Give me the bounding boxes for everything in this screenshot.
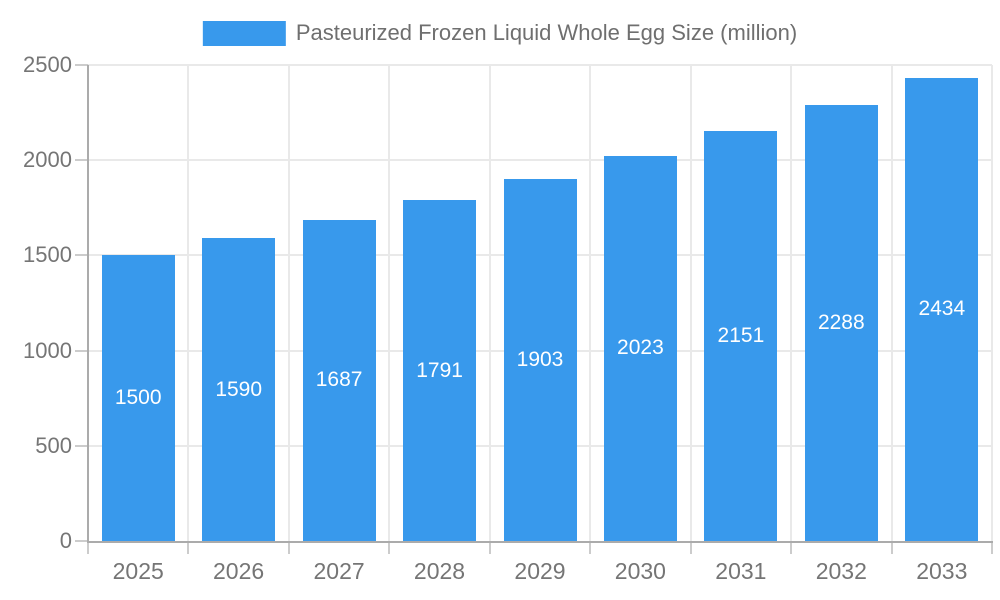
bar-2032[interactable] — [804, 105, 878, 541]
bar-2030[interactable] — [603, 155, 677, 541]
x-axis-line — [87, 541, 993, 543]
y-tick-1500 — [75, 254, 88, 257]
gridline-x-4 — [488, 65, 491, 541]
x-tick-label-2031: 2031 — [715, 558, 767, 584]
x-tick-4 — [488, 541, 491, 554]
y-tick-1000 — [75, 349, 88, 352]
legend-label: Pasteurized Frozen Liquid Whole Egg Size… — [295, 20, 798, 45]
gridline-x-8 — [890, 65, 893, 541]
legend-item[interactable]: Pasteurized Frozen Liquid Whole Egg Size… — [202, 20, 798, 46]
y-tick-label-0: 0 — [59, 528, 72, 553]
x-tick-label-2029: 2029 — [514, 558, 566, 584]
y-tick-2500 — [75, 64, 88, 66]
bar-2027[interactable] — [302, 219, 376, 541]
gridline-x-1 — [187, 65, 190, 541]
y-tick-label-500: 500 — [35, 432, 72, 458]
y-tick-label-2500: 2500 — [23, 52, 72, 77]
gridline-x-2 — [287, 65, 290, 541]
legend-swatch-icon — [202, 20, 286, 46]
x-tick-0 — [87, 541, 89, 554]
x-tick-6 — [689, 541, 692, 554]
x-tick-9 — [991, 541, 993, 554]
bar-value-label-2027: 1687 — [315, 368, 363, 392]
y-tick-label-1000: 1000 — [23, 337, 72, 363]
y-tick-label-2000: 2000 — [23, 147, 72, 173]
bar-2031[interactable] — [704, 131, 778, 541]
x-tick-label-2032: 2032 — [815, 558, 867, 584]
bar-value-label-2029: 1903 — [516, 347, 564, 371]
x-tick-3 — [388, 541, 391, 554]
bar-value-label-2031: 2151 — [717, 324, 765, 348]
gridline-x-5 — [589, 65, 592, 541]
y-tick-500 — [75, 444, 88, 447]
bar-value-label-2025: 1500 — [114, 386, 162, 410]
x-tick-7 — [790, 541, 793, 554]
gridline-x-7 — [790, 65, 793, 541]
y-axis-line — [87, 65, 89, 541]
gridline-y-2500 — [88, 64, 992, 66]
y-tick-0 — [75, 540, 88, 542]
bar-value-label-2028: 1791 — [416, 358, 463, 382]
bar-value-label-2033: 2434 — [918, 297, 966, 321]
bar-2025[interactable] — [101, 255, 175, 541]
bar-value-label-2032: 2288 — [817, 311, 865, 335]
gridline-x-6 — [689, 65, 692, 541]
bar-2026[interactable] — [202, 238, 276, 541]
x-tick-label-2033: 2033 — [916, 558, 968, 584]
y-tick-label-1500: 1500 — [23, 242, 72, 268]
x-tick-2 — [287, 541, 290, 554]
x-tick-label-2027: 2027 — [313, 558, 365, 584]
x-tick-5 — [589, 541, 592, 554]
x-tick-label-2028: 2028 — [413, 558, 466, 584]
x-tick-label-2026: 2026 — [213, 558, 265, 584]
gridline-y-2000 — [88, 159, 992, 162]
x-tick-8 — [890, 541, 893, 554]
gridline-x-9 — [991, 65, 993, 541]
bar-2028[interactable] — [403, 200, 477, 541]
gridline-x-3 — [388, 65, 391, 541]
x-tick-label-2030: 2030 — [614, 558, 666, 584]
bar-value-label-2030: 2023 — [617, 336, 664, 360]
x-tick-label-2025: 2025 — [112, 558, 164, 584]
bar-value-label-2026: 1590 — [215, 377, 263, 401]
y-tick-2000 — [75, 159, 88, 162]
bar-2033[interactable] — [905, 77, 979, 541]
bar-2029[interactable] — [503, 178, 577, 541]
x-tick-1 — [187, 541, 190, 554]
